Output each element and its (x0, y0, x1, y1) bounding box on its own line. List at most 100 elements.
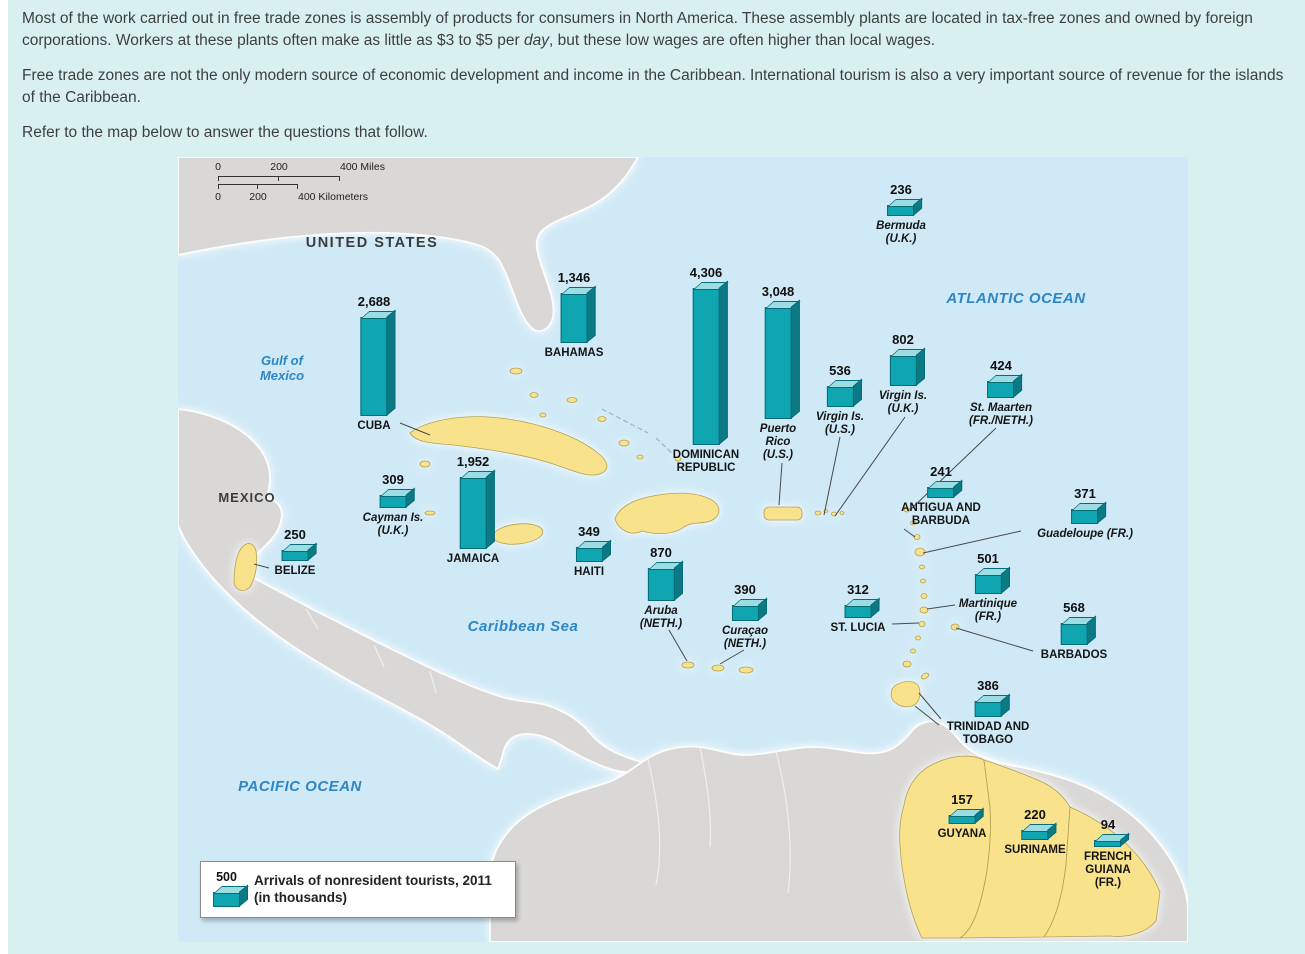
maritime-boundaries (601, 408, 674, 455)
tourist-bar (948, 815, 976, 824)
country-guyana (899, 755, 991, 939)
scale-km-200: 200 (249, 191, 267, 203)
tourist-bar (1094, 840, 1122, 847)
marker-dominican-republic: 4,306 DOMINICAN REPUBLIC (673, 265, 739, 475)
label-caribbean-sea: Caribbean Sea (467, 618, 579, 635)
islands-lesser-antilles (902, 507, 960, 668)
tourist-bar (692, 288, 720, 445)
tourist-bar (281, 550, 309, 561)
tourist-bar (826, 386, 854, 407)
tourist-bar (360, 317, 388, 416)
islands-bahamas (509, 367, 682, 462)
scale-line-miles (218, 176, 340, 182)
tourist-bar (1071, 509, 1099, 524)
marker-suriname: 220 SURINAME (1004, 807, 1065, 857)
legend-text: Arrivals of nonresident tourists, 2011 (… (254, 872, 492, 907)
marker-value: 386 (977, 678, 999, 693)
marker-label: BAHAMAS (544, 347, 604, 359)
marker-value: 390 (734, 582, 756, 597)
tourist-bar (1060, 623, 1088, 645)
tourist-bar (731, 605, 759, 621)
marker-label: Virgin Is. (U.K.) (878, 390, 928, 415)
legend-value: 500 (216, 870, 237, 884)
marker-label: ANTIGUA AND BARBUDA (901, 502, 981, 527)
marker-value: 424 (990, 358, 1012, 373)
country-borders (305, 608, 791, 894)
land-mexico-central-america (178, 408, 646, 774)
marker-value: 157 (951, 792, 973, 807)
legend-bar-icon: 500 (213, 870, 240, 907)
label-mexico: MEXICO (218, 490, 276, 505)
map-graphic (178, 157, 1188, 942)
tourist-bar (379, 495, 407, 508)
tourist-bar (927, 487, 955, 498)
land-united-states (178, 157, 640, 332)
marker-guadeloupe: 371 Guadeloupe (FR.) (1037, 486, 1133, 541)
marker-virgin-islands-us: 536 Virgin Is. (U.S.) (816, 363, 864, 437)
island-hispaniola (614, 492, 720, 535)
marker-label: Aruba (NETH.) (639, 605, 683, 630)
island-trinidad (890, 681, 921, 708)
marker-label: FRENCH GUIANA (FR.) (1084, 851, 1132, 889)
marker-label: Puerto Rico (U.S.) (759, 423, 797, 461)
country-belize (233, 543, 258, 591)
scale-miles-0: 0 (215, 161, 221, 173)
marker-label: GUYANA (937, 828, 987, 840)
marker-label: JAMAICA (446, 553, 500, 565)
marker-value: 870 (650, 545, 672, 560)
island-cuba (409, 416, 608, 476)
marker-cayman-islands: 309 Cayman Is. (U.K.) (363, 472, 424, 538)
label-united-states: UNITED STATES (305, 235, 439, 251)
tourist-bar (844, 605, 872, 618)
marker-label: BELIZE (274, 565, 316, 577)
leader-lines (253, 416, 1034, 726)
islands-abc (681, 661, 754, 674)
island-isle-of-youth (419, 460, 431, 468)
marker-label: Guadeloupe (FR.) (1037, 528, 1133, 540)
marker-value: 371 (1074, 486, 1096, 501)
marker-label: BARBADOS (1040, 649, 1108, 661)
tourist-bar (647, 568, 675, 601)
legend-line-1: Arrivals of nonresident tourists, 2011 (254, 873, 492, 888)
marker-label: HAITI (573, 566, 605, 578)
marker-value: 241 (930, 464, 952, 479)
tourist-bar (889, 355, 917, 386)
legend-bar (213, 892, 240, 907)
marker-label: Martinique (FR.) (958, 598, 1018, 623)
intro-paragraph-1: Most of the work carried out in free tra… (22, 8, 1290, 52)
marker-label: DOMINICAN REPUBLIC (672, 449, 740, 474)
marker-value: 3,048 (761, 284, 795, 299)
country-french-guiana (1043, 806, 1161, 938)
marker-aruba: 870 Aruba (NETH.) (640, 545, 682, 631)
marker-st-lucia: 312 ST. LUCIA (831, 582, 886, 635)
marker-bermuda: 236 Bermuda (U.K.) (876, 182, 926, 246)
marker-label: SURINAME (1004, 844, 1066, 856)
island-puerto-rico (763, 506, 803, 521)
marker-trinidad-and-tobago: 386 TRINIDAD AND TOBAGO (947, 678, 1030, 747)
scale-line-km (218, 184, 298, 190)
scale-km-0: 0 (215, 191, 221, 203)
marker-haiti: 349 HAITI (574, 524, 604, 579)
marker-label: Curaçao (NETH.) (721, 625, 769, 650)
marker-value: 250 (284, 527, 306, 542)
scale-miles-400: 400 Miles (340, 161, 385, 173)
marker-value: 349 (578, 524, 600, 539)
marker-barbados: 568 BARBADOS (1041, 600, 1107, 662)
marker-value: 802 (892, 332, 914, 347)
label-gulf-of-mexico: Gulf of Mexico (259, 353, 305, 383)
tourist-bar (974, 701, 1002, 717)
marker-label: ST. LUCIA (830, 622, 886, 634)
intro-paragraph-2: Free trade zones are not the only modern… (22, 67, 1284, 106)
label-pacific-ocean: PACIFIC OCEAN (238, 778, 362, 795)
island-cayman (424, 510, 436, 516)
label-atlantic-ocean: ATLANTIC OCEAN (946, 290, 1086, 307)
marker-st-maarten: 424 St. Maarten (FR./NETH.) (969, 358, 1033, 428)
page: Most of the work carried out in free tra… (8, 0, 1305, 954)
intro-p1-text-2: , but these low wages are often higher t… (549, 32, 936, 49)
intro-paragraph-3: Refer to the map below to answer the que… (22, 124, 428, 141)
marker-value: 4,306 (689, 265, 723, 280)
tourist-bar (560, 293, 588, 343)
tourist-bar (459, 477, 487, 549)
intro-text: Most of the work carried out in free tra… (22, 8, 1291, 144)
tourist-bar (764, 307, 792, 419)
